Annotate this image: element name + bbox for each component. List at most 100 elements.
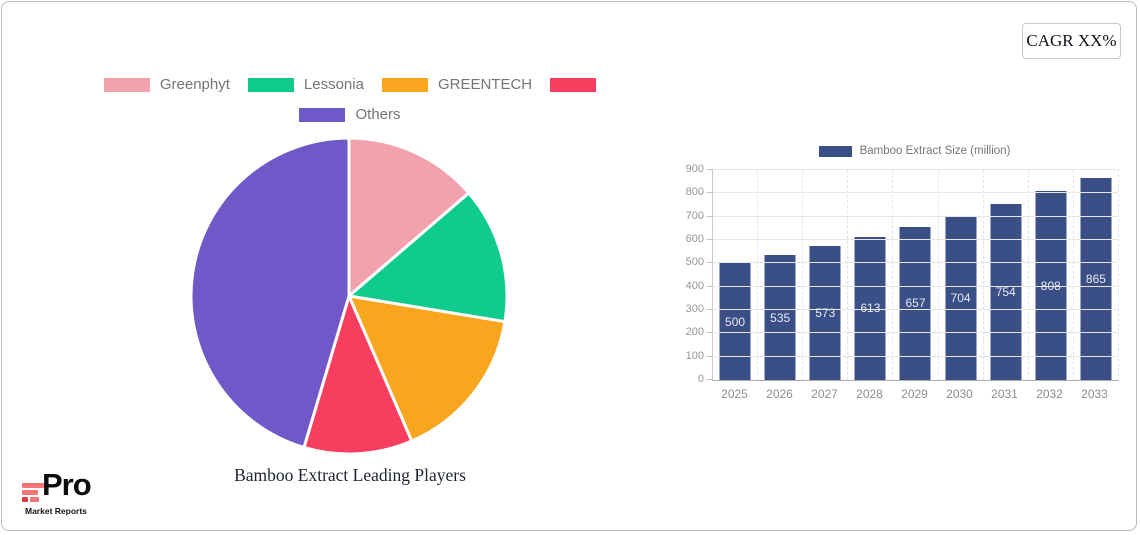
y-tick-label: 200: [685, 326, 704, 339]
gridline: [713, 332, 1118, 334]
y-tick-mark: [707, 332, 712, 334]
x-tick-label: 2033: [1081, 387, 1108, 401]
bar-slot-2031: 754: [982, 170, 1028, 380]
legend-label: Greenphyt: [159, 76, 230, 93]
bar-slot-2025: 500: [713, 170, 757, 380]
legend-swatch: [247, 77, 294, 92]
legend-swatch: [818, 145, 852, 157]
x-tick-label: 2027: [811, 387, 838, 401]
bar-value-label: 754: [995, 285, 1016, 300]
legend-item-Greenphyt[interactable]: Greenphyt: [103, 76, 230, 93]
legend-swatch: [381, 77, 428, 92]
pie-chart-title: Bamboo Extract Leading Players: [234, 465, 466, 485]
legend-swatch: [550, 77, 597, 92]
legend-item-Lessonia[interactable]: Lessonia: [247, 76, 364, 93]
legend-label: Others: [355, 106, 401, 123]
legend-item-GREENTECH[interactable]: GREENTECH: [381, 76, 533, 93]
bar-slots: 500 535 573 613 657 704 754 808 865: [713, 170, 1118, 380]
pie-legend-row: Others: [299, 106, 401, 123]
logo-accent-square: [22, 497, 28, 502]
bar-2027: 573: [809, 246, 841, 380]
logo-text: Pro: [42, 467, 92, 502]
legend-label: Lessonia: [303, 76, 364, 93]
pie-chart: [189, 136, 509, 456]
gridline: [713, 355, 1118, 357]
bar-slot-2027: 573: [802, 170, 847, 380]
pie-legend-row: Greenphyt Lessonia GREENTECH: [103, 76, 597, 93]
gridline: [713, 309, 1118, 310]
bar-chart: Bamboo Extract Size (million) 0 100 200 300…: [670, 140, 1130, 420]
gridline: [713, 192, 1118, 194]
y-tick-mark: [707, 215, 712, 217]
bar-slot-2032: 808: [1027, 170, 1073, 380]
bar-plot-area: 500 535 573 613 657 704 754 808 865: [707, 169, 1119, 381]
legend-swatch: [299, 107, 346, 122]
gridline: [713, 239, 1118, 240]
cagr-label: CAGR XX%: [1026, 31, 1117, 50]
y-tick-mark: [707, 355, 712, 357]
x-tick-label: 2025: [721, 387, 748, 401]
bar-value-label: 500: [725, 314, 746, 329]
pie-slice-GREENTECH: [347, 294, 507, 443]
logo-bar: [30, 497, 39, 502]
bar-2029: 657: [899, 226, 931, 380]
bar-legend[interactable]: Bamboo Extract Size (million): [712, 144, 1117, 158]
y-tick-label: 700: [685, 209, 704, 222]
y-tick-label: 500: [685, 256, 704, 269]
gridline: [713, 285, 1118, 287]
logo-bar: [22, 483, 44, 488]
bar-value-label: 613: [860, 301, 881, 316]
gridline: [713, 215, 1118, 217]
y-tick-label: 600: [685, 233, 704, 245]
y-tick-mark: [707, 285, 712, 287]
x-tick-label: 2032: [1036, 387, 1063, 401]
pie-slice-unlabeled: [302, 294, 414, 456]
legend-swatch: [103, 77, 150, 92]
y-tick-label: 900: [685, 163, 704, 175]
y-tick-mark: [707, 239, 712, 240]
bar-slot-2029: 657: [892, 170, 937, 380]
bar-2025: 500: [719, 263, 751, 380]
logo-bar: [22, 490, 38, 495]
bar-slot-2033: 865: [1072, 170, 1118, 380]
y-tick-label: 100: [685, 349, 704, 362]
legend-label: GREENTECH: [437, 76, 533, 93]
y-tick-mark: [707, 262, 712, 264]
logo-bar: [22, 497, 46, 502]
bar-value-label: 535: [770, 310, 791, 325]
gridline: [713, 262, 1118, 264]
y-tick-mark: [707, 192, 712, 194]
pie-slice-Others: [189, 136, 351, 449]
y-tick-label: 300: [685, 303, 704, 315]
bar-2031: 754: [990, 204, 1022, 380]
pro-market-reports-logo: Pro Market Reports: [22, 469, 152, 528]
bar-slot-2030: 704: [937, 170, 983, 380]
x-tick-label: 2028: [856, 387, 883, 401]
pie-slice-Lessonia: [347, 191, 509, 324]
bar-value-label: 704: [950, 290, 971, 305]
bar-slot-2026: 535: [757, 170, 802, 380]
legend-item-unlabeled[interactable]: [550, 77, 597, 92]
bar-slot-2028: 613: [847, 170, 892, 380]
x-tick-label: 2030: [946, 387, 973, 401]
logo-subtext: Market Reports: [25, 506, 87, 516]
bar-2030: 704: [945, 215, 977, 380]
legend-label: Bamboo Extract Size (million): [859, 145, 1011, 157]
bar-value-label: 657: [905, 296, 926, 311]
x-tick-label: 2029: [901, 387, 928, 401]
logo-bars-icon: [22, 483, 46, 504]
y-tick-mark: [707, 169, 712, 170]
x-tick-label: 2031: [991, 387, 1018, 401]
pie-legend: Greenphyt Lessonia GREENTECH Others: [30, 76, 670, 123]
pie-slice-Greenphyt: [347, 136, 471, 298]
y-tick-mark: [707, 379, 712, 380]
x-axis: 2025 2026 2027 2028 2029 2030 2031 2032 2033: [712, 387, 1117, 401]
bar-2026: 535: [764, 255, 796, 380]
y-tick-label: 0: [697, 373, 704, 385]
y-tick-mark: [707, 309, 712, 310]
bar-value-label: 865: [1085, 272, 1106, 287]
bar-2033: 865: [1080, 178, 1112, 380]
legend-item-Others[interactable]: Others: [299, 106, 401, 123]
y-tick-label: 800: [685, 186, 704, 199]
cagr-badge: CAGR XX%: [1022, 23, 1121, 59]
